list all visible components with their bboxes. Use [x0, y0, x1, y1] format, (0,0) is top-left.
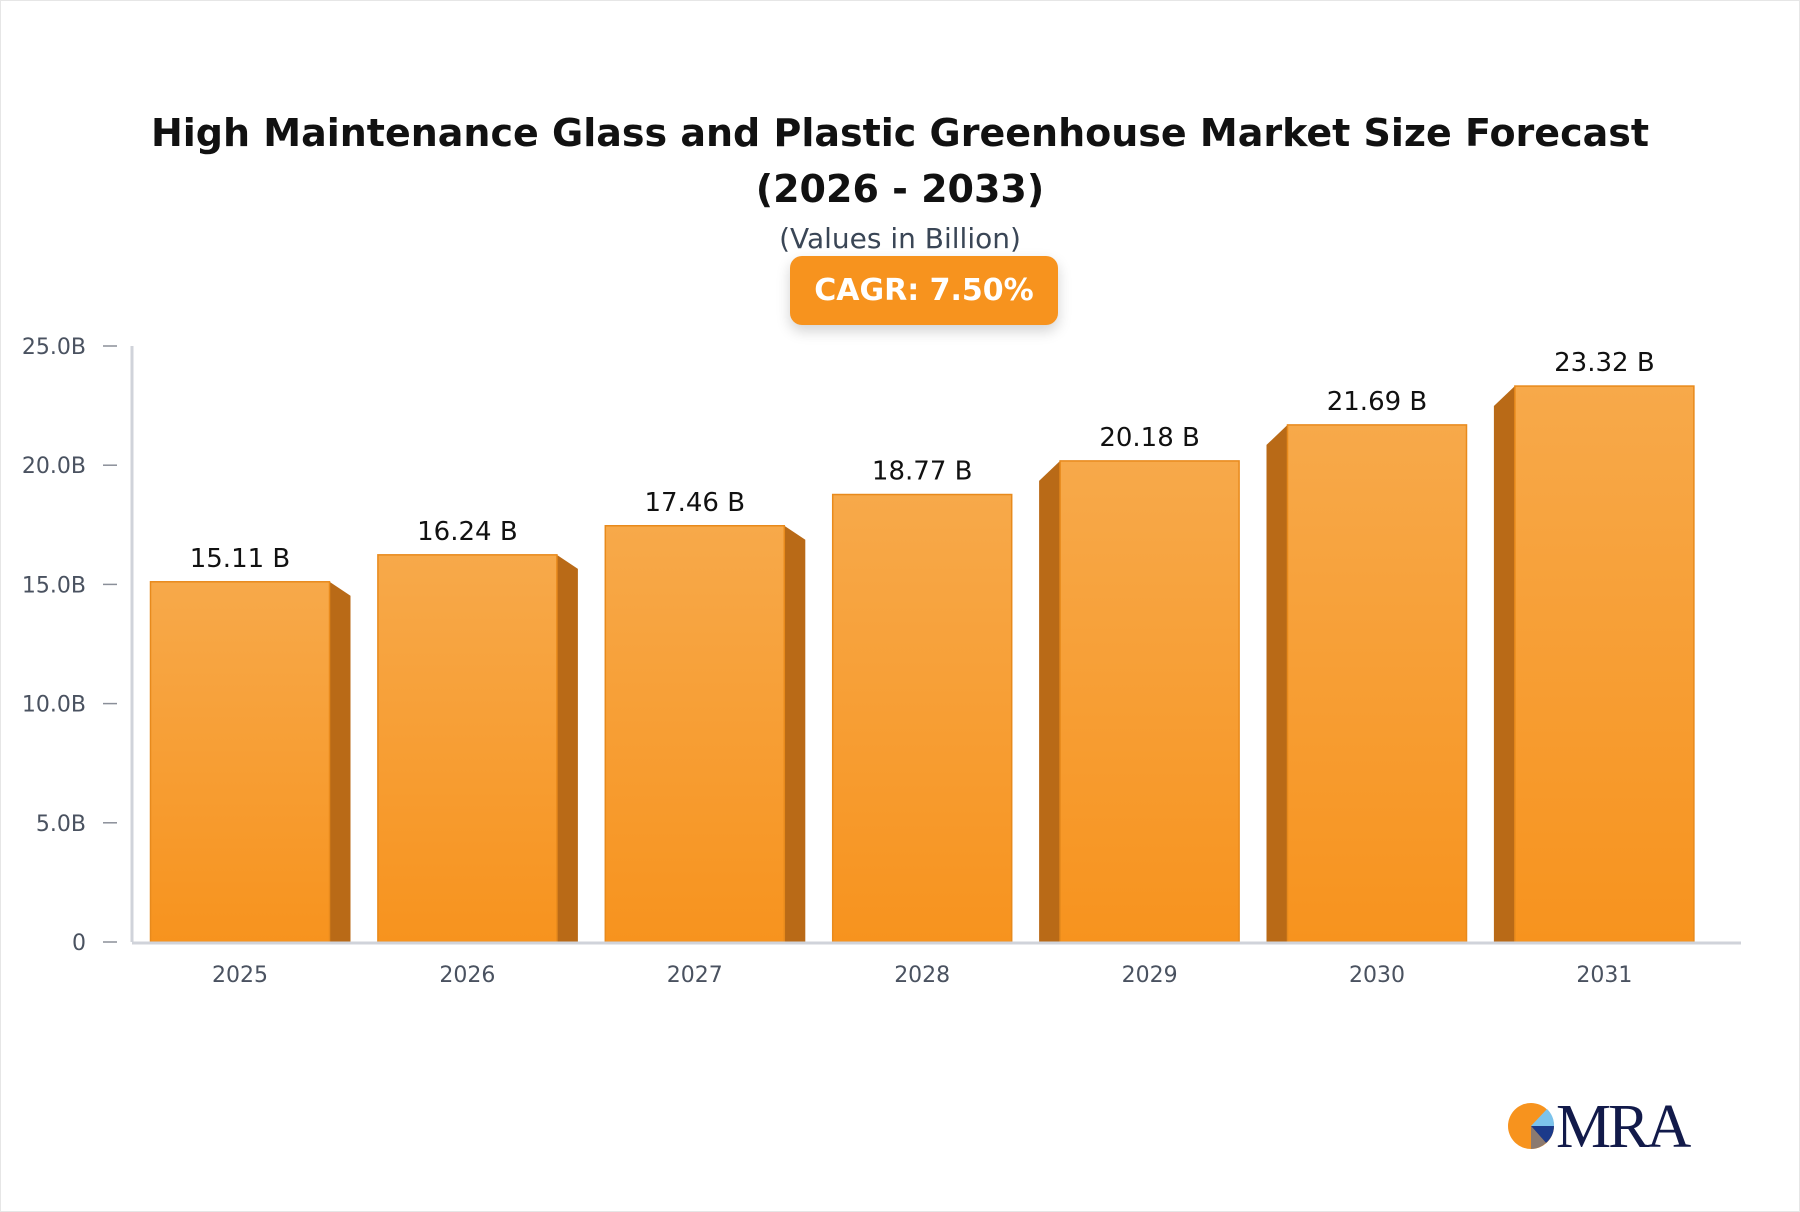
bar: [1286, 424, 1468, 943]
x-tick-label: 2028: [894, 963, 950, 988]
pie-logo-icon: [1508, 1103, 1555, 1149]
cagr-badge: CAGR: 7.50%: [790, 256, 1058, 325]
data-label: 20.18 B: [1099, 423, 1200, 453]
bar-side: [329, 581, 351, 942]
x-tick-label: 2025: [212, 963, 268, 988]
bar-side: [784, 525, 806, 942]
data-label: 16.24 B: [417, 517, 518, 547]
mra-logo: MRA: [1506, 1093, 1696, 1161]
bar: [1514, 385, 1695, 943]
y-tick-label: 25.0B: [22, 335, 86, 360]
x-tick-label: 2029: [1122, 963, 1178, 988]
bar: [1059, 460, 1240, 943]
bar-side: [1493, 386, 1515, 942]
data-label: 17.46 B: [645, 488, 746, 518]
bar: [149, 581, 331, 943]
x-tick-label: 2026: [439, 963, 495, 988]
y-tick-label: 0: [72, 931, 86, 956]
x-tick-label: 2027: [667, 963, 723, 988]
y-tick-label: 10.0B: [22, 693, 86, 718]
bar: [831, 493, 1013, 943]
chart-subtitle: (Values in Billion): [779, 222, 1021, 255]
x-tick-label: 2030: [1349, 963, 1405, 988]
bar: [377, 554, 558, 943]
bar: [604, 525, 786, 943]
data-label: 15.11 B: [190, 544, 291, 574]
chart-title: High Maintenance Glass and Plastic Green…: [150, 111, 1650, 211]
data-label: 23.32 B: [1554, 348, 1655, 378]
y-tick-label: 15.0B: [22, 573, 86, 598]
y-tick-label: 20.0B: [22, 454, 86, 479]
y-tick-label: 5.0B: [36, 812, 86, 837]
bar-side: [1039, 460, 1061, 942]
x-tick-label: 2031: [1576, 963, 1632, 988]
bar-side: [1266, 424, 1288, 942]
bar-side: [556, 554, 578, 942]
data-label: 18.77 B: [872, 457, 973, 487]
logo-text: MRA: [1556, 1093, 1691, 1161]
data-label: 21.69 B: [1327, 387, 1428, 417]
